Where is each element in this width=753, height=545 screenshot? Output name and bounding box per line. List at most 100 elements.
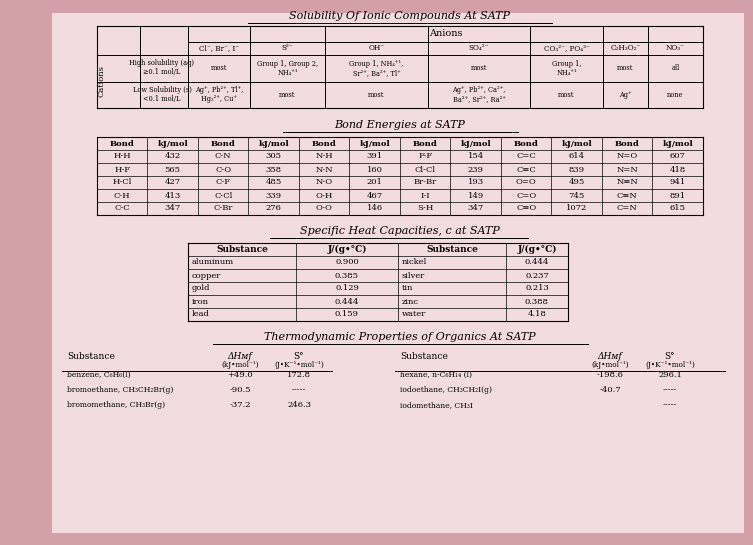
Text: 413: 413	[165, 191, 181, 199]
Text: Group 1,
NH₄⁺¹: Group 1, NH₄⁺¹	[552, 59, 581, 77]
Text: none: none	[667, 91, 684, 99]
Text: Substance: Substance	[67, 352, 115, 361]
Text: 193: 193	[468, 179, 484, 186]
Text: Substance: Substance	[216, 245, 268, 254]
Text: Ag⁺: Ag⁺	[619, 91, 632, 99]
Text: copper: copper	[192, 271, 221, 280]
Text: 614: 614	[569, 153, 585, 160]
Text: Bond: Bond	[312, 140, 337, 148]
Text: 358: 358	[266, 166, 282, 173]
Text: C-H: C-H	[114, 191, 130, 199]
Text: 149: 149	[468, 191, 484, 199]
Text: S²⁻: S²⁻	[282, 45, 294, 52]
Text: kJ/mol: kJ/mol	[663, 140, 693, 148]
Text: (J•K⁻¹•mol⁻¹): (J•K⁻¹•mol⁻¹)	[645, 361, 695, 369]
Text: C=O: C=O	[516, 191, 536, 199]
Text: 296.1: 296.1	[658, 371, 682, 379]
Text: 347: 347	[468, 204, 484, 213]
Text: Cations: Cations	[98, 65, 106, 98]
Text: water: water	[402, 311, 426, 318]
Text: 615: 615	[669, 204, 686, 213]
Text: kJ/mol: kJ/mol	[562, 140, 592, 148]
Text: most: most	[558, 91, 575, 99]
Text: -----: -----	[292, 386, 306, 394]
Text: C=C: C=C	[517, 153, 536, 160]
Text: kJ/mol: kJ/mol	[258, 140, 289, 148]
Text: CO₃²⁻, PO₄³⁻: CO₃²⁻, PO₄³⁻	[544, 45, 590, 52]
Text: C-Cl: C-Cl	[214, 191, 233, 199]
Text: C-F: C-F	[215, 179, 231, 186]
Text: +49.0: +49.0	[227, 371, 253, 379]
Text: Ag⁺, Pb²⁺, Ca²⁺,
Ba²⁺, Sr²⁺, Ra²⁺: Ag⁺, Pb²⁺, Ca²⁺, Ba²⁺, Sr²⁺, Ra²⁺	[453, 86, 506, 104]
Text: C≡C: C≡C	[517, 166, 536, 173]
Text: (kJ•mol⁻¹): (kJ•mol⁻¹)	[221, 361, 259, 369]
Text: S°: S°	[294, 352, 304, 361]
Text: kJ/mol: kJ/mol	[359, 140, 390, 148]
Text: benzene, C₆H₆(l): benzene, C₆H₆(l)	[67, 371, 130, 379]
Text: 146: 146	[367, 204, 383, 213]
Text: H-F: H-F	[114, 166, 130, 173]
Text: zinc: zinc	[402, 298, 419, 306]
Text: Bond: Bond	[211, 140, 236, 148]
Text: -----: -----	[663, 386, 677, 394]
Text: C-C: C-C	[114, 204, 130, 213]
Text: Bond Energies at SATP: Bond Energies at SATP	[334, 120, 465, 130]
Text: 467: 467	[367, 191, 383, 199]
Text: Solubility Of Ionic Compounds At SATP: Solubility Of Ionic Compounds At SATP	[289, 11, 511, 21]
Text: 4.18: 4.18	[528, 311, 547, 318]
Text: Br-Br: Br-Br	[413, 179, 437, 186]
Text: 891: 891	[669, 191, 686, 199]
Text: -40.7: -40.7	[599, 386, 620, 394]
Text: 0.159: 0.159	[335, 311, 359, 318]
Text: C-O: C-O	[215, 166, 231, 173]
Text: iron: iron	[192, 298, 209, 306]
Text: 0.237: 0.237	[525, 271, 549, 280]
Text: Bond: Bond	[614, 140, 640, 148]
Text: 0.213: 0.213	[525, 284, 549, 293]
Text: OH⁻: OH⁻	[368, 45, 385, 52]
Text: Group 1, NH₄⁺¹,
Sr²⁺, Ba²⁺, Tl⁺: Group 1, NH₄⁺¹, Sr²⁺, Ba²⁺, Tl⁺	[349, 59, 404, 77]
Text: 0.129: 0.129	[335, 284, 359, 293]
Text: C=N: C=N	[617, 204, 638, 213]
Text: all: all	[672, 64, 680, 72]
Text: 839: 839	[569, 166, 585, 173]
Text: 0.444: 0.444	[525, 258, 549, 267]
Text: Bond: Bond	[413, 140, 437, 148]
Text: 154: 154	[468, 153, 484, 160]
Text: lead: lead	[192, 311, 210, 318]
Text: N-O: N-O	[316, 179, 333, 186]
Text: 432: 432	[165, 153, 181, 160]
Text: N=O: N=O	[617, 153, 638, 160]
Text: S°: S°	[665, 352, 675, 361]
Text: 607: 607	[670, 153, 686, 160]
Text: Low Solubility (s)
<0.1 mol/L: Low Solubility (s) <0.1 mol/L	[133, 86, 191, 104]
Text: J/(g•°C): J/(g•°C)	[328, 245, 367, 254]
Text: 201: 201	[367, 179, 383, 186]
Text: (J•K⁻¹•mol⁻¹): (J•K⁻¹•mol⁻¹)	[274, 361, 324, 369]
Text: 160: 160	[367, 166, 383, 173]
Text: kJ/mol: kJ/mol	[157, 140, 188, 148]
Text: ΔHᴍf: ΔHᴍf	[227, 352, 252, 361]
Text: tin: tin	[402, 284, 413, 293]
Text: bromomethane, CH₃Br(g): bromomethane, CH₃Br(g)	[67, 401, 165, 409]
Text: 0.444: 0.444	[335, 298, 359, 306]
Text: O-O: O-O	[316, 204, 333, 213]
Text: 418: 418	[669, 166, 686, 173]
Text: S-H: S-H	[417, 204, 434, 213]
Text: O=O: O=O	[516, 179, 537, 186]
Text: 172.8: 172.8	[287, 371, 311, 379]
Text: Thermodynamic Properties of Organics At SATP: Thermodynamic Properties of Organics At …	[264, 332, 536, 342]
Text: silver: silver	[402, 271, 425, 280]
Text: C₂H₃O₂⁻: C₂H₃O₂⁻	[611, 45, 641, 52]
Text: 0.388: 0.388	[525, 298, 549, 306]
Text: Bond: Bond	[514, 140, 538, 148]
Text: 305: 305	[266, 153, 282, 160]
Text: aluminum: aluminum	[192, 258, 234, 267]
Text: I-I: I-I	[420, 191, 430, 199]
Text: Ag⁺, Pb²⁺, Tl⁺,
Hg₂²⁺, Cu⁺: Ag⁺, Pb²⁺, Tl⁺, Hg₂²⁺, Cu⁺	[195, 86, 243, 104]
Text: 495: 495	[569, 179, 585, 186]
Text: ΔHᴍf: ΔHᴍf	[598, 352, 623, 361]
Text: 745: 745	[569, 191, 585, 199]
Text: High solubility (aq)
≥0.1 mol/L: High solubility (aq) ≥0.1 mol/L	[130, 59, 194, 76]
Text: Substance: Substance	[426, 245, 478, 254]
